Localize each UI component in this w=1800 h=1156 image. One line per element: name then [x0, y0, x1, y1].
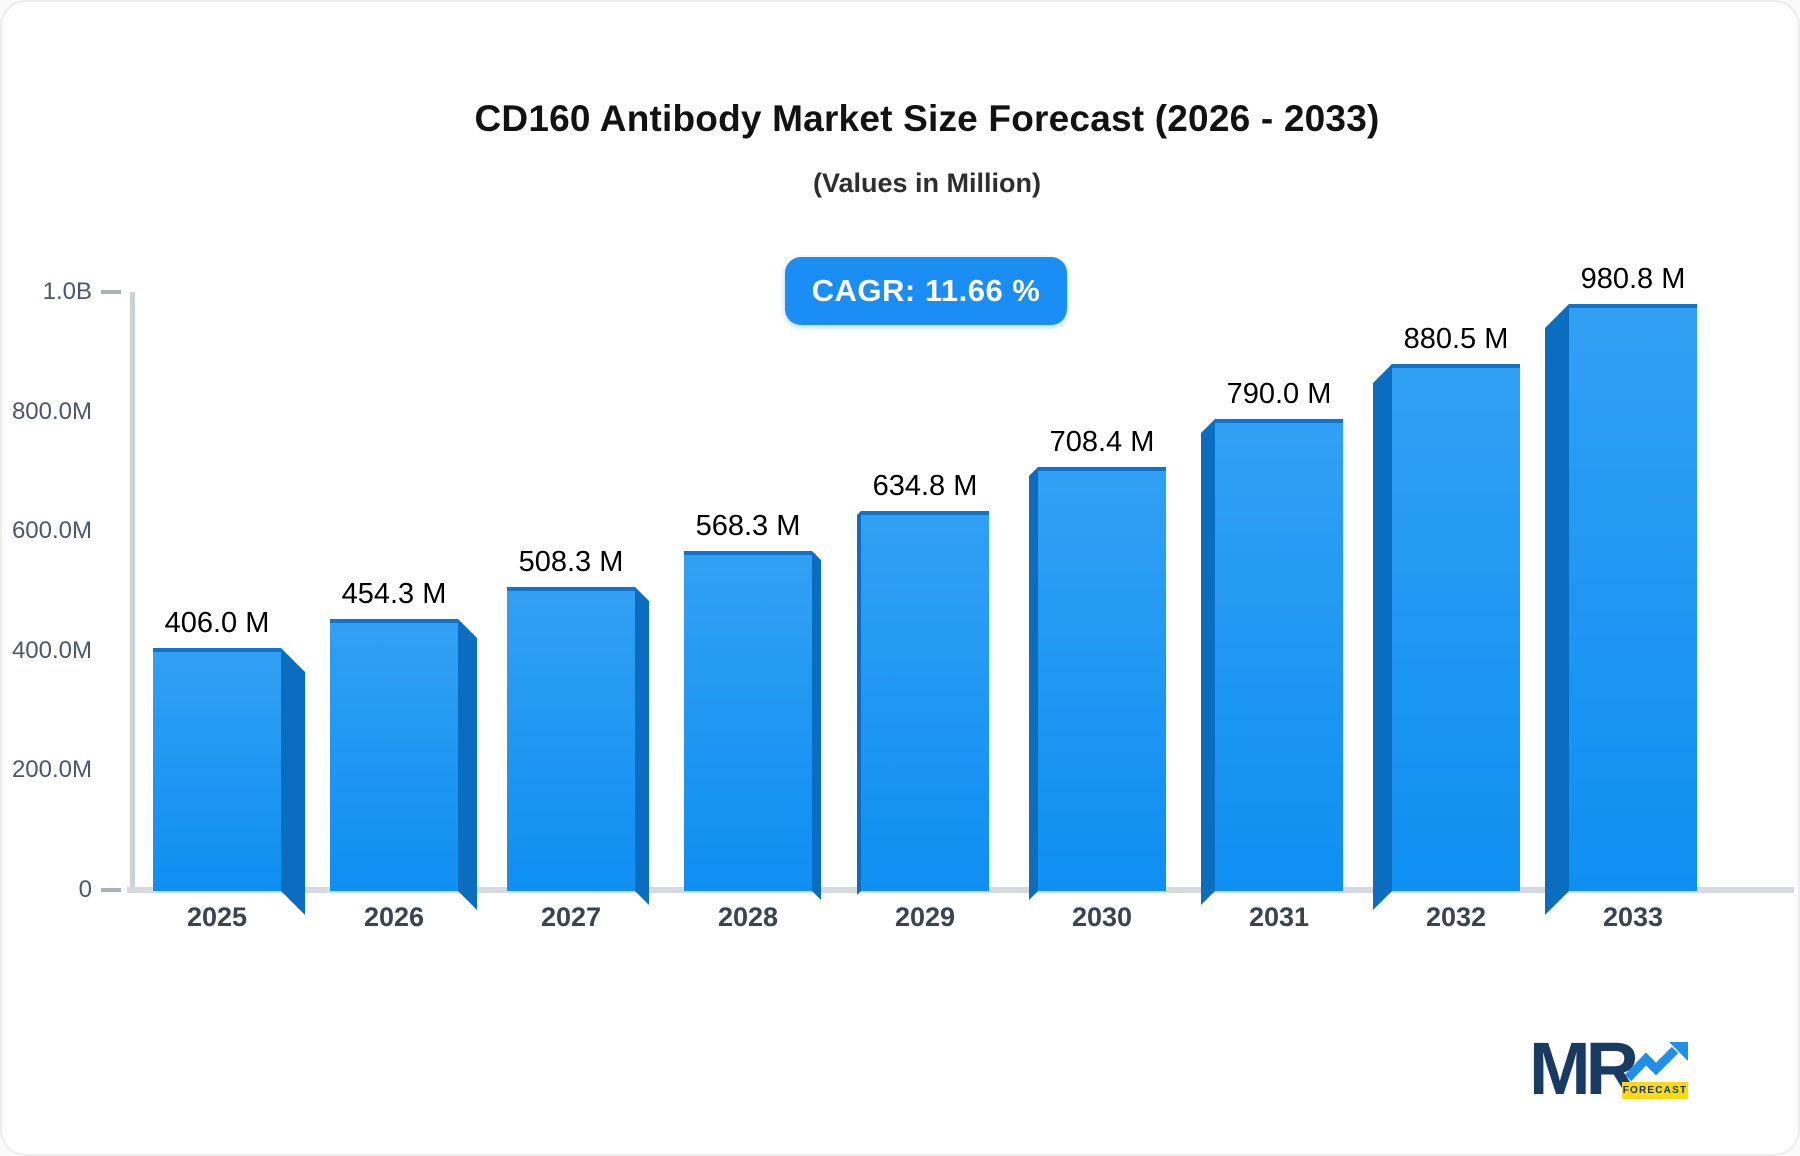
y-axis-tick-label: 800.0M: [11, 397, 92, 425]
growth-arrow-icon: [1624, 1042, 1689, 1089]
bar-side-panel: [1545, 304, 1569, 915]
bar-side-panel: [1201, 419, 1215, 905]
bar-2033: [1569, 304, 1697, 891]
logo-forecast-text: FORECAST: [1622, 1082, 1688, 1099]
bar-value-label: 790.0 M: [1226, 378, 1332, 410]
cagr-badge-label: CAGR: 11.66 %: [811, 273, 1041, 308]
logo-mr-text: MR: [1529, 1027, 1639, 1110]
bar-value-label: 634.8 M: [872, 470, 978, 502]
bar-2032: [1392, 364, 1520, 891]
bar-side-panel: [1029, 467, 1038, 900]
bar-value-label: 880.5 M: [1403, 323, 1509, 355]
bar-2028: [684, 551, 812, 891]
y-axis-tick-label: 0: [78, 876, 92, 903]
x-axis-label-2033: 2033: [1602, 902, 1664, 932]
bar-side-panel: [281, 648, 305, 915]
bar-side-panel: [458, 619, 477, 910]
bar-value-label: 454.3 M: [341, 578, 447, 610]
x-axis-label-2027: 2027: [540, 902, 602, 932]
x-axis-label-2026: 2026: [363, 902, 425, 932]
bar-value-label: 568.3 M: [695, 510, 801, 542]
bar-2030: [1038, 467, 1166, 891]
bar-2031: [1215, 419, 1343, 891]
bar-value-label: 406.0 M: [164, 607, 270, 639]
bar-2026: [330, 619, 458, 891]
x-axis-label-2031: 2031: [1248, 902, 1310, 932]
bar-side-panel: [635, 587, 649, 905]
cagr-badge: CAGR: 11.66 %: [785, 257, 1067, 325]
bar-2025: [153, 648, 281, 891]
chart-subtitle: (Values in Million): [812, 168, 1042, 198]
bar-side-panel: [1373, 364, 1392, 910]
x-axis-label-2029: 2029: [894, 902, 956, 932]
y-axis-tick-label: 600.0M: [11, 517, 92, 545]
y-axis-tick-label: 1.0B: [42, 278, 92, 305]
chart-title: CD160 Antibody Market Size Forecast (202…: [474, 98, 1380, 139]
y-axis-line: [130, 292, 135, 890]
bar-value-label: 708.4 M: [1049, 426, 1155, 458]
bar-side-panel: [812, 551, 821, 900]
mr-forecast-logo: MR FORECAST: [1529, 1027, 1699, 1110]
bar-2027: [507, 587, 635, 891]
x-axis-label-2028: 2028: [717, 902, 779, 932]
bar-value-label: 980.8 M: [1580, 263, 1686, 295]
y-axis-tick-mark: [101, 888, 121, 892]
bar-2029: [861, 511, 989, 891]
y-axis-tick-mark: [101, 290, 121, 294]
x-axis-label-2025: 2025: [186, 902, 248, 932]
y-axis-tick-label: 200.0M: [11, 756, 92, 784]
y-axis-tick-label: 400.0M: [11, 636, 92, 664]
bar-value-label: 508.3 M: [518, 546, 624, 578]
x-axis-label-2030: 2030: [1071, 902, 1133, 932]
x-axis-label-2032: 2032: [1425, 902, 1487, 932]
